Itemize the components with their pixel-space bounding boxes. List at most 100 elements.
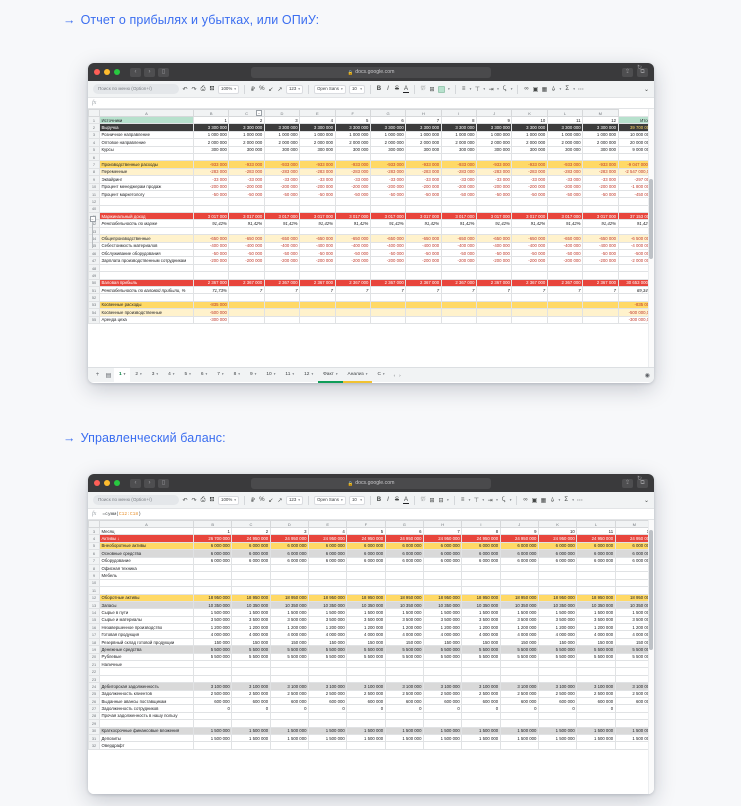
data-cell[interactable]: 3 100 000 xyxy=(576,682,616,691)
data-cell[interactable]: -933 000 xyxy=(228,160,265,169)
data-cell[interactable]: 5 500 000 xyxy=(231,645,271,654)
data-cell[interactable]: 3 017 000 xyxy=(369,212,407,221)
data-cell[interactable] xyxy=(405,308,442,317)
data-cell[interactable]: 2 000 000 xyxy=(511,138,548,147)
table-row[interactable]: 3 Розничное направление 1 000 000 1 000 000… xyxy=(88,130,654,140)
data-cell[interactable]: 3 100 000 xyxy=(269,682,309,691)
data-cell[interactable] xyxy=(299,204,336,214)
row-label-cell[interactable]: Выручка xyxy=(99,123,194,132)
data-cell[interactable]: 3 300 000 xyxy=(582,123,619,132)
row-number[interactable]: 8 xyxy=(88,167,100,177)
data-cell[interactable] xyxy=(228,226,265,236)
column-header-k[interactable]: K xyxy=(511,109,548,117)
row-number[interactable]: 52 xyxy=(88,293,100,302)
data-cell[interactable] xyxy=(369,152,407,162)
data-cell[interactable] xyxy=(461,586,501,595)
data-cell[interactable] xyxy=(384,719,424,728)
data-cell[interactable] xyxy=(440,226,478,236)
data-cell[interactable] xyxy=(269,586,309,595)
data-cell[interactable] xyxy=(263,197,301,206)
data-cell[interactable] xyxy=(499,667,539,676)
data-cell[interactable]: 2 367 000 xyxy=(511,278,548,288)
data-cell[interactable]: 91,42% xyxy=(263,219,301,228)
row-number[interactable]: 12 xyxy=(88,593,100,602)
data-cell[interactable] xyxy=(422,563,463,573)
data-cell[interactable]: -400 000 xyxy=(334,241,371,251)
data-cell[interactable] xyxy=(576,741,616,750)
data-cell[interactable]: 150 000 xyxy=(499,637,539,647)
row-number[interactable]: 5 xyxy=(88,541,100,551)
data-cell[interactable]: -650 000 xyxy=(546,234,584,243)
text-wrap-icon[interactable]: ⇥ xyxy=(488,86,494,93)
data-cell[interactable]: -200 000 xyxy=(263,182,301,191)
row-number[interactable]: 2 xyxy=(88,123,100,132)
data-cell[interactable]: -50 000 xyxy=(192,249,230,258)
data-cell[interactable] xyxy=(192,571,233,580)
spreadsheet-grid-balance-sheet[interactable]: ABCDEFGHIJKLM3Месяц1234567891011124Актив… xyxy=(88,520,654,794)
data-cell[interactable]: 1 000 000 xyxy=(582,130,619,140)
data-cell[interactable]: 1 500 000 xyxy=(192,733,233,743)
data-cell[interactable]: -200 000 xyxy=(299,182,336,191)
data-cell[interactable] xyxy=(475,197,513,206)
data-cell[interactable] xyxy=(405,197,442,206)
data-cell[interactable] xyxy=(231,711,271,721)
data-cell[interactable]: -50 000 xyxy=(511,189,548,199)
table-row[interactable]: 11 xyxy=(88,586,654,595)
data-cell[interactable]: -650 000 xyxy=(263,234,301,243)
data-cell[interactable]: -50 000 xyxy=(263,249,301,258)
data-cell[interactable]: 5 500 000 xyxy=(576,652,616,662)
table-row[interactable]: 5 Курсы 300 000 300 000 300 000 300 000 300 00… xyxy=(88,145,654,154)
data-cell[interactable]: 600 000 xyxy=(461,696,501,706)
row-number[interactable]: 8 xyxy=(88,563,100,573)
data-cell[interactable]: 91,42% xyxy=(546,219,584,228)
row-label-cell[interactable] xyxy=(99,293,194,302)
window-traffic-lights[interactable] xyxy=(94,480,120,486)
data-cell[interactable]: 3 017 000 xyxy=(440,212,478,221)
data-cell[interactable]: 3 xyxy=(263,115,301,125)
data-cell[interactable] xyxy=(307,667,348,676)
table-row[interactable]: 9 Эквайринг -33 000 -33 000 -33 000 -33 000 -3… xyxy=(88,175,654,184)
row-label-cell[interactable]: Валовая прибыль xyxy=(99,278,194,288)
data-cell[interactable]: 4 xyxy=(307,526,348,536)
table-row[interactable]: 28 Прочая задолженность в нашу пользу xyxy=(88,711,654,721)
row-label-cell[interactable] xyxy=(99,197,194,206)
data-cell[interactable] xyxy=(475,315,513,324)
data-cell[interactable]: 2 500 000 xyxy=(499,689,539,699)
tab-scroll-controls[interactable]: ‹ › xyxy=(390,373,405,378)
data-cell[interactable]: 6 000 000 xyxy=(192,556,233,565)
row-label-cell[interactable]: Зарплата производственным сотрудникам xyxy=(99,256,194,265)
data-cell[interactable]: 6 000 000 xyxy=(576,541,616,551)
table-row[interactable]: 17 Готовая продукция 4 000 000 4 000 000 4 0… xyxy=(88,630,654,639)
font-size-select[interactable]: 10 ▾ xyxy=(348,84,365,94)
data-cell[interactable] xyxy=(192,197,230,206)
data-cell[interactable]: 7 xyxy=(546,285,584,295)
data-cell[interactable] xyxy=(422,586,463,595)
table-row[interactable]: 12 xyxy=(88,197,654,206)
row-label-cell[interactable] xyxy=(99,152,194,162)
data-cell[interactable]: 3 100 000 xyxy=(307,682,348,691)
data-cell[interactable] xyxy=(299,271,336,280)
table-row[interactable]: 50 Валовая прибыль 2 367 000 2 367 000 2 367… xyxy=(88,278,654,288)
data-cell[interactable]: 91,42% xyxy=(475,219,513,228)
data-cell[interactable]: -650 000 xyxy=(334,234,371,243)
data-cell[interactable] xyxy=(546,308,584,317)
row-label-cell[interactable]: Процент менеджерам продаж xyxy=(99,182,194,191)
data-cell[interactable]: -200 000 xyxy=(475,182,513,191)
data-cell[interactable]: 7 xyxy=(299,285,336,295)
row-label-cell[interactable]: Краткосрочные финансовые вложения xyxy=(99,726,194,735)
borders-icon[interactable]: ⊞ xyxy=(429,497,435,504)
data-cell[interactable]: 18 950 000 xyxy=(192,593,233,602)
data-cell[interactable]: 1 500 000 xyxy=(346,608,386,617)
table-row[interactable]: 13 Запасы 10 350 000 10 350 000 10 350 000 10… xyxy=(88,600,654,610)
row-label-cell[interactable]: Курсы xyxy=(99,145,194,154)
data-cell[interactable]: -200 000 xyxy=(369,256,407,265)
data-cell[interactable] xyxy=(384,563,424,573)
data-cell[interactable] xyxy=(369,204,407,214)
data-cell[interactable]: -33 000 xyxy=(299,175,336,184)
data-cell[interactable]: 2 xyxy=(228,115,265,125)
data-cell[interactable] xyxy=(440,263,478,273)
data-cell[interactable]: 1 000 000 xyxy=(440,130,478,140)
forward-icon[interactable]: › xyxy=(144,478,155,488)
data-cell[interactable]: 1 200 000 xyxy=(192,623,233,632)
